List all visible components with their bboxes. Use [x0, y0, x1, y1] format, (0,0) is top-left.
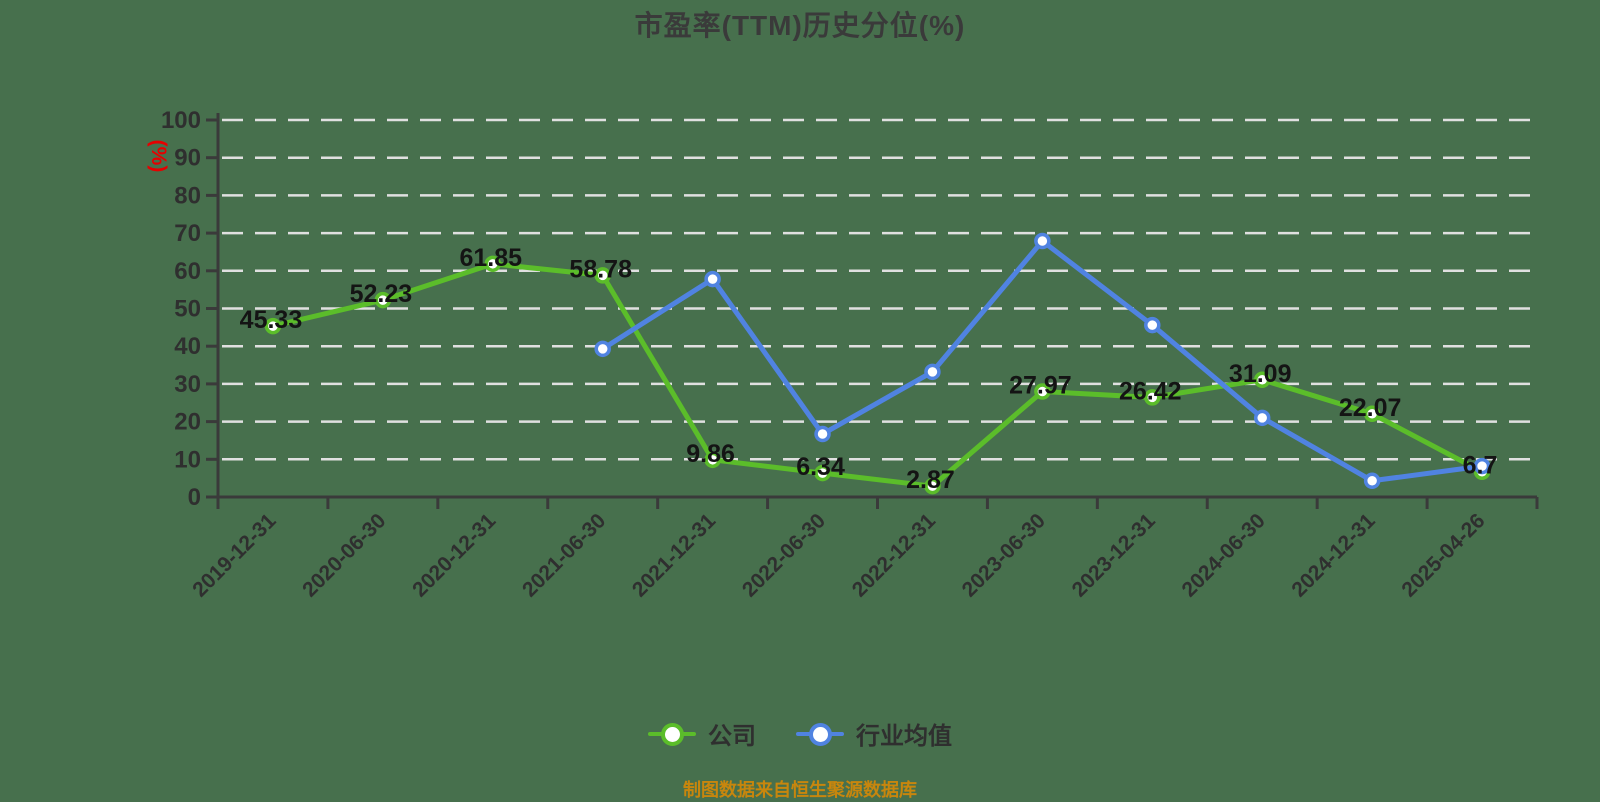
x-axis-label: 2020-06-30: [298, 509, 390, 601]
data-value-label: 6.7: [1463, 452, 1498, 480]
legend-item-company[interactable]: 公司: [648, 716, 756, 751]
y-axis-tick-label: 100: [161, 107, 201, 134]
data-value-label: 2.87: [906, 466, 955, 494]
data-point-industry: [1253, 409, 1271, 427]
y-axis-tick-label: 60: [174, 258, 201, 285]
legend-item-industry[interactable]: 行业均值: [796, 716, 952, 751]
data-value-label: 6.34: [796, 453, 845, 481]
data-point-industry: [814, 425, 831, 443]
data-point-company: [374, 291, 392, 309]
x-axis-label: 2020-12-31: [408, 509, 500, 601]
industry-line-marker-icon: [796, 721, 844, 747]
x-axis-label: 2021-12-31: [628, 509, 720, 601]
data-point-company: [814, 464, 831, 482]
data-point-industry: [1144, 316, 1161, 334]
y-axis-tick-label: 80: [174, 182, 201, 209]
data-point-industry: [1363, 472, 1381, 490]
x-axis-label: 2022-12-31: [848, 509, 940, 601]
data-point-industry: [1473, 457, 1491, 475]
data-value-label: 9.86: [686, 440, 735, 468]
line-series-company: [270, 261, 1485, 489]
y-axis-tick-label: 0: [188, 484, 201, 511]
data-point-company: [1144, 389, 1161, 406]
y-axis-tick-label: 70: [174, 220, 201, 247]
company-line-marker-icon: [648, 721, 696, 747]
y-axis-tick-label: 50: [174, 296, 201, 323]
data-point-company: [1034, 383, 1051, 400]
legend: 公司 行业均值: [0, 716, 1600, 751]
x-axis-label: 2024-06-30: [1178, 509, 1270, 601]
data-value-label: 27.97: [1009, 372, 1072, 400]
legend-label-company: 公司: [708, 723, 756, 750]
plot-area: 0 10 20 30 40 50 60 70 80 90 100 2019-12-31 2020-06-…: [161, 107, 1539, 601]
data-value-label: 26.42: [1119, 377, 1182, 405]
data-point-company: [1253, 371, 1271, 389]
data-point-company: [1363, 405, 1381, 423]
y-axis-tick-label: 20: [174, 409, 201, 436]
legend-label-industry: 行业均值: [856, 723, 952, 750]
data-value-label: 31.09: [1229, 360, 1292, 388]
data-point-company: [594, 267, 611, 284]
x-axis-label: 2023-12-31: [1068, 509, 1160, 601]
data-source-note: 制图数据来自恒生聚源数据库: [683, 780, 917, 800]
data-point-industry: [704, 270, 721, 288]
data-point-industry: [594, 340, 611, 358]
data-point-company: [484, 255, 502, 273]
y-axis-tick-label: 10: [174, 446, 201, 473]
x-axis-label: 2025-04-26: [1397, 509, 1489, 601]
data-value-label: 22.07: [1339, 394, 1402, 422]
y-axis-tick-label: 90: [174, 145, 201, 172]
y-axis-tick-label: 40: [174, 333, 201, 360]
y-axis-tick-label: 30: [174, 371, 201, 398]
axis-line: [216, 113, 1537, 499]
x-axis-label: 2021-06-30: [518, 509, 610, 601]
data-value-label: 58.78: [569, 255, 632, 283]
x-axis-label: 2022-06-30: [738, 509, 830, 601]
data-point-company: [704, 451, 721, 469]
data-value-label: 52.23: [350, 280, 413, 308]
x-axis-label: 2019-12-31: [188, 509, 280, 601]
data-value-label: 45.33: [240, 306, 303, 334]
data-point-industry: [1034, 232, 1051, 250]
data-point-company: [264, 317, 282, 335]
data-point-industry: [924, 363, 941, 381]
x-axis-label: 2023-06-30: [958, 509, 1050, 601]
data-value-label: 61.85: [460, 244, 523, 272]
x-axis-label: 2024-12-31: [1287, 509, 1379, 601]
chart-title: 市盈率(TTM)历史分位(%): [634, 10, 966, 41]
data-point-company: [924, 477, 941, 495]
